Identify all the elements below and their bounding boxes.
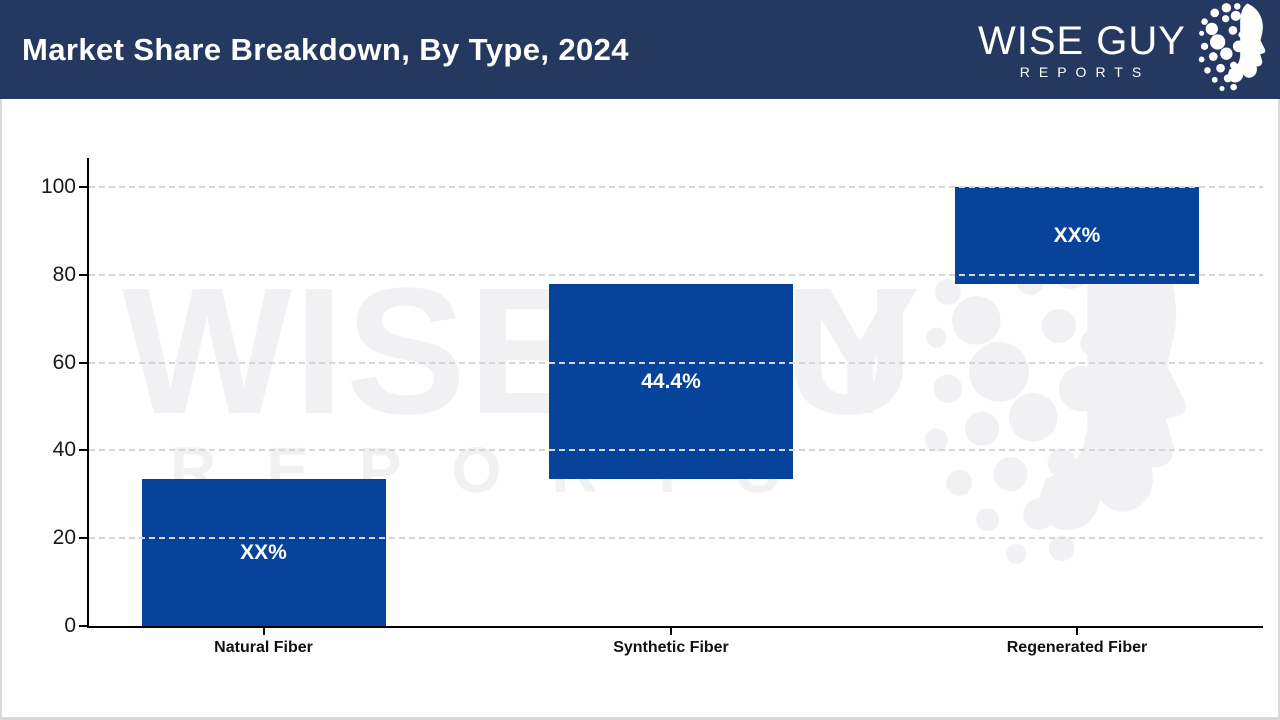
y-tick-label-20: 20: [52, 526, 76, 550]
y-tick-label-60: 60: [52, 350, 76, 374]
gridline-y-100: [89, 186, 1263, 188]
brand-text: WISE GUY REPORTS: [978, 21, 1186, 79]
gridline-y-80: [89, 273, 1263, 276]
y-tick-label-80: 80: [52, 262, 76, 286]
brand-face-icon: [1198, 2, 1266, 91]
frame-bottom-edge: [0, 717, 1280, 720]
y-tick-label-100: 100: [40, 175, 76, 198]
x-tick-natural-fiber: [262, 628, 265, 635]
y-tick-label-0: 0: [64, 614, 76, 637]
bar-value-label-natural-fiber: XX%: [240, 540, 287, 564]
bar-synthetic-fiber: 44.4%: [549, 284, 793, 480]
x-axis-label-regenerated-fiber: Regenerated Fiber: [1006, 639, 1148, 656]
page-title: Market Share Breakdown, By Type, 2024: [22, 31, 629, 67]
x-tick-regenerated-fiber: [1076, 628, 1078, 635]
y-tick-80: [79, 273, 87, 276]
x-axis-line: [87, 626, 1263, 628]
gridline-y-60: [89, 361, 1263, 364]
brand-name: WISE GUY: [977, 18, 1186, 63]
y-tick-100: [79, 186, 87, 188]
brand-tagline: REPORTS: [1019, 63, 1151, 80]
y-tick-20: [79, 537, 87, 540]
x-axis-label-natural-fiber: Natural Fiber: [214, 639, 313, 656]
header-bar: Market Share Breakdown, By Type, 2024 WI…: [0, 0, 1280, 99]
gridline-y-20: [89, 537, 1263, 540]
y-tick-label-40: 40: [52, 438, 76, 462]
watermark-brand-right: Y: [800, 251, 923, 452]
frame-left-edge: [0, 99, 2, 720]
x-axis-label-synthetic-fiber: Synthetic Fiber: [613, 639, 729, 656]
gridline-y-40: [89, 449, 1263, 452]
brand-logo: WISE GUY REPORTS: [978, 0, 1268, 99]
bar-natural-fiber: XX%: [141, 479, 386, 626]
watermark-brand-left: WISE GU: [122, 251, 917, 452]
bar-value-label-regenerated-fiber: XX%: [1053, 223, 1101, 247]
bar-value-label-synthetic-fiber: 44.4%: [641, 369, 701, 393]
y-tick-60: [79, 361, 87, 364]
bar-regenerated-fiber: XX%: [955, 187, 1199, 285]
frame-right-edge: [1278, 99, 1280, 720]
y-tick-0: [79, 625, 87, 627]
y-tick-40: [79, 449, 87, 452]
x-tick-synthetic-fiber: [670, 628, 672, 635]
y-axis-line: [87, 158, 89, 628]
